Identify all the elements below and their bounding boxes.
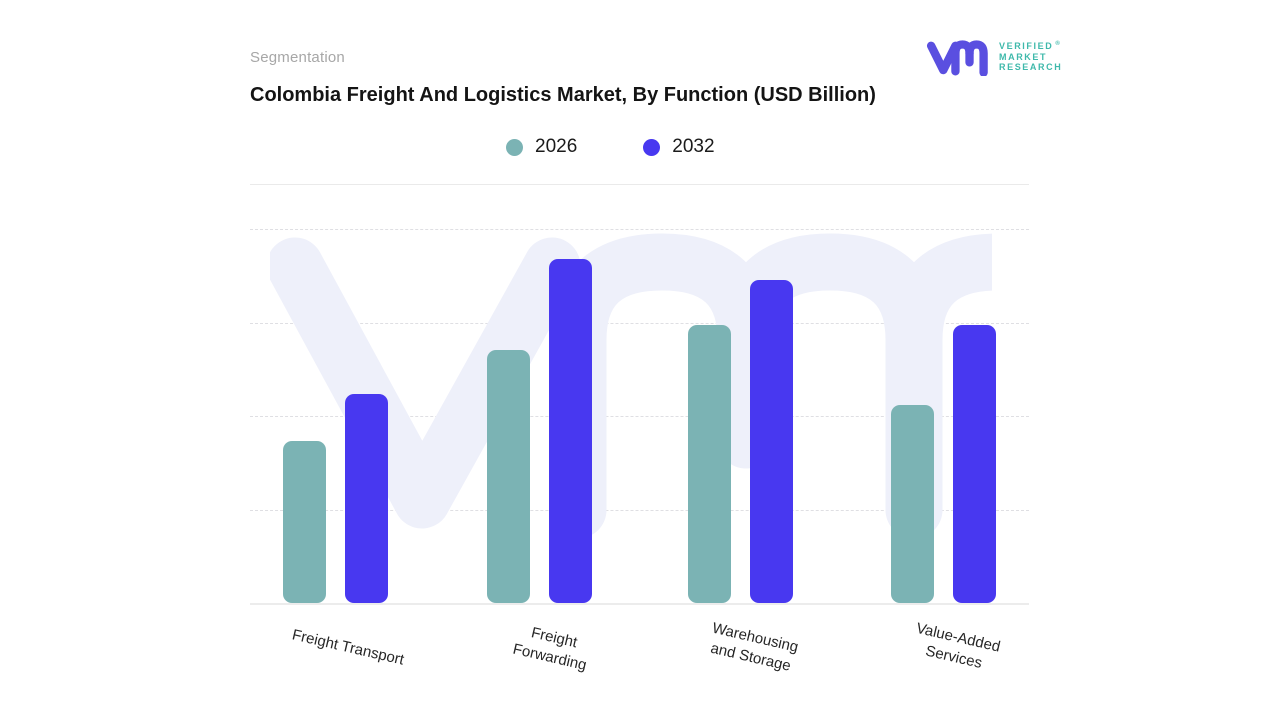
vmr-logo: VERIFIED ® MARKET RESEARCH bbox=[926, 36, 1062, 76]
legend-label: 2026 bbox=[535, 136, 578, 157]
plot-area: Freight Transport Freight Forwarding Wareho… bbox=[250, 186, 1029, 696]
bar-2026-value-added-services bbox=[891, 404, 934, 603]
gridline bbox=[250, 229, 1029, 230]
bar-2032-freight-forwarding bbox=[549, 258, 592, 603]
x-axis-label-freight-forwarding: Freight Forwarding bbox=[511, 624, 589, 674]
legend-item-2032: 2032 bbox=[643, 136, 715, 158]
logo-line-1: VERIFIED bbox=[999, 41, 1054, 52]
registered-trademark-icon: ® bbox=[1055, 41, 1062, 48]
logo-line-3: RESEARCH bbox=[999, 62, 1063, 73]
legend-marker-icon bbox=[506, 138, 523, 156]
bar-2026-freight-forwarding bbox=[487, 349, 530, 603]
gridline bbox=[250, 509, 1029, 511]
legend-item-2026: 2026 bbox=[506, 136, 577, 158]
bar-2032-value-added-services bbox=[953, 325, 996, 603]
legend-label: 2032 bbox=[672, 136, 715, 157]
bar-2032-freight-transport bbox=[345, 393, 388, 603]
gridline bbox=[250, 322, 1029, 324]
bar-2032-warehousing-and-storage bbox=[750, 280, 793, 603]
eyebrow-label: Segmentation bbox=[250, 49, 345, 66]
x-axis-label-freight-transport: Freight Transport bbox=[290, 626, 406, 669]
gridline bbox=[250, 416, 1029, 417]
chart-legend: 2026 2032 bbox=[506, 136, 715, 158]
bar-2026-freight-transport bbox=[283, 441, 326, 603]
x-axis-label-warehousing-and-storage: Warehousing and Storage bbox=[709, 619, 800, 675]
logo-wordmark: VERIFIED ® MARKET RESEARCH bbox=[999, 39, 1062, 73]
header-divider bbox=[250, 184, 1029, 185]
x-axis-label-value-added-services: Value-Added Services bbox=[914, 619, 1002, 672]
bar-2026-warehousing-and-storage bbox=[688, 325, 731, 603]
legend-marker-icon bbox=[643, 138, 661, 156]
vmr-monogram-icon bbox=[926, 40, 988, 76]
chart-title: Colombia Freight And Logistics Market, B… bbox=[250, 84, 876, 106]
logo-line-2: MARKET bbox=[999, 51, 1048, 62]
x-axis-baseline bbox=[250, 603, 1029, 605]
